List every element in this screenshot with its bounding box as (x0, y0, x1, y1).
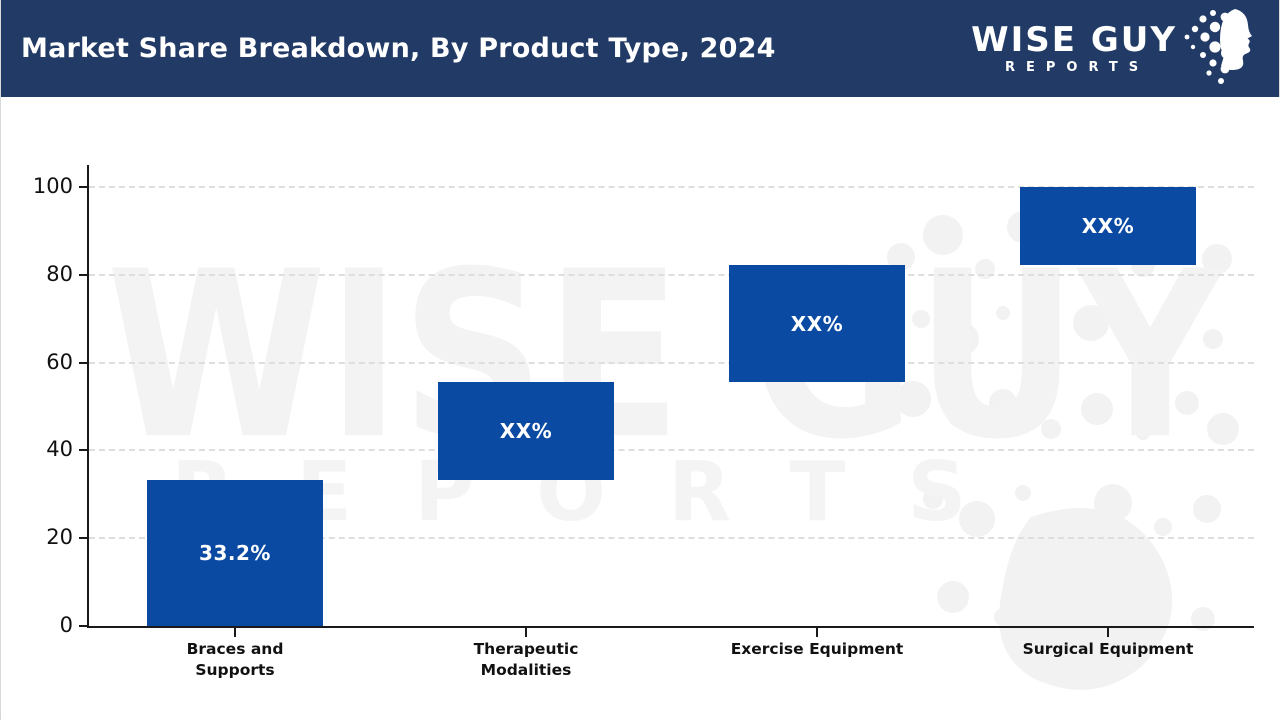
bar-exercise-equipment: XX% (729, 265, 905, 382)
gridline-80 (89, 273, 1254, 276)
y-axis-tick-label: 40 (46, 437, 73, 462)
gridline-60 (89, 361, 1254, 364)
x-axis-tick (1107, 628, 1109, 637)
logo-subtitle-text: REPORTS (1005, 59, 1150, 75)
y-axis-tick (79, 449, 88, 452)
y-axis-line (87, 165, 89, 626)
bar-surgical-equipment: XX% (1020, 187, 1196, 265)
y-axis-tick (79, 273, 88, 276)
bar-value-label: 33.2% (199, 541, 271, 565)
y-axis-tick-label: 20 (46, 525, 73, 550)
x-axis-category-label: Therapeutic Modalities (473, 640, 579, 679)
watermark-text-large: WISE GUY (106, 222, 1223, 491)
gridline-100 (89, 186, 1254, 188)
x-axis-category-label: Exercise Equipment (730, 640, 904, 658)
x-axis-tick (234, 628, 236, 637)
y-axis-tick-label: 0 (59, 613, 73, 637)
chart-area: WISE GUY REPORTS 0 20 40 60 80 100 33.2% Braces… (1, 97, 1280, 720)
bar-value-label: XX% (1081, 214, 1135, 238)
x-axis-tick (525, 628, 527, 637)
bar-value-label: XX% (499, 419, 553, 443)
y-axis-tick (79, 537, 88, 540)
wise-guy-logo: WISE GUY REPORTS (971, 7, 1253, 91)
y-axis-tick-label: 80 (46, 261, 73, 286)
x-axis-category-label: Braces and Supports (186, 640, 284, 679)
header-bar: Market Share Breakdown, By Product Type,… (1, 0, 1279, 97)
y-axis-tick-label: 100 (32, 174, 73, 198)
bar-therapeutic-modalities: XX% (438, 382, 614, 480)
y-axis-tick (79, 361, 88, 364)
x-axis-category-label: Surgical Equipment (1022, 640, 1194, 658)
bar-value-label: XX% (790, 311, 844, 336)
bar-braces-and-supports: 33.2% (147, 480, 323, 626)
x-axis-line (87, 626, 1254, 628)
x-axis-tick (816, 628, 818, 637)
gridline-40 (89, 449, 1254, 452)
logo-face-icon (1184, 8, 1252, 84)
logo-title-text: WISE GUY (971, 19, 1177, 60)
y-axis-tick (79, 625, 88, 627)
logo-wordmark: WISE GUY REPORTS (971, 23, 1177, 75)
gridline-20 (89, 537, 1254, 540)
y-axis-tick-label: 60 (46, 349, 73, 374)
y-axis-tick (79, 186, 88, 188)
page-title: Market Share Breakdown, By Product Type,… (21, 33, 776, 64)
